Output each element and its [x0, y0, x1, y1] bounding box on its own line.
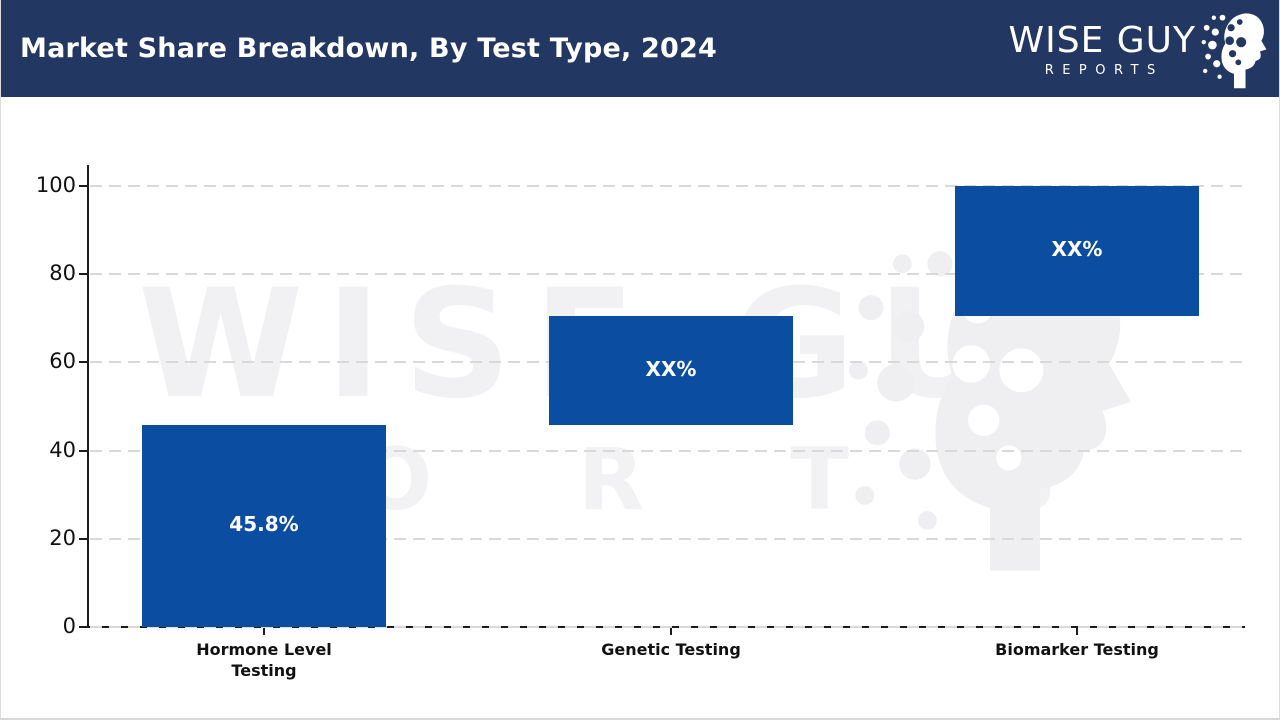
y-tick-mark-20	[79, 537, 87, 540]
y-tick-label-100: 100	[35, 173, 76, 197]
y-axis-line	[87, 165, 89, 627]
bar-value-label-1: 45.8%	[229, 512, 299, 536]
gridline-20	[90, 537, 1245, 540]
y-tick-mark-0	[79, 626, 87, 628]
brand-logo-text: WISE GUY REPORTS	[1008, 19, 1197, 78]
gridline-0	[90, 626, 1245, 628]
x-tick-mark-1	[263, 628, 265, 635]
y-tick-label-20: 20	[49, 525, 76, 550]
brand-head-icon	[1201, 13, 1267, 89]
y-tick-label-0: 0	[62, 614, 76, 638]
category-label-3: Biomarker Testing	[995, 640, 1159, 659]
brand-logo: WISE GUY REPORTS	[1009, 4, 1271, 94]
gridline-80	[90, 273, 1245, 276]
bar-value-label-2: XX%	[645, 356, 697, 381]
x-tick-mark-2	[670, 628, 672, 635]
category-label-2: Genetic Testing	[601, 640, 741, 659]
gridline-100	[90, 185, 1245, 187]
bar-genetic-testing	[549, 316, 793, 426]
page-title: Market Share Breakdown, By Test Type, 20…	[20, 33, 718, 64]
header-bar: Market Share Breakdown, By Test Type, 20…	[0, 0, 1280, 97]
y-tick-mark-40	[79, 449, 87, 452]
brand-name: WISE GUY	[1008, 19, 1196, 61]
gridline-40	[90, 449, 1245, 452]
bar-value-label-3: XX%	[1051, 237, 1103, 262]
y-tick-mark-80	[79, 273, 87, 276]
category-label-1: Hormone Level Testing	[196, 640, 332, 680]
y-tick-label-60: 60	[49, 349, 76, 374]
y-tick-label-80: 80	[49, 261, 76, 286]
bar-hormone-level-testing	[142, 425, 386, 627]
y-tick-mark-60	[79, 361, 87, 364]
brand-subtitle: REPORTS	[1044, 62, 1164, 78]
y-tick-mark-100	[79, 185, 87, 187]
x-tick-mark-3	[1076, 628, 1078, 635]
y-tick-label-40: 40	[49, 437, 76, 462]
